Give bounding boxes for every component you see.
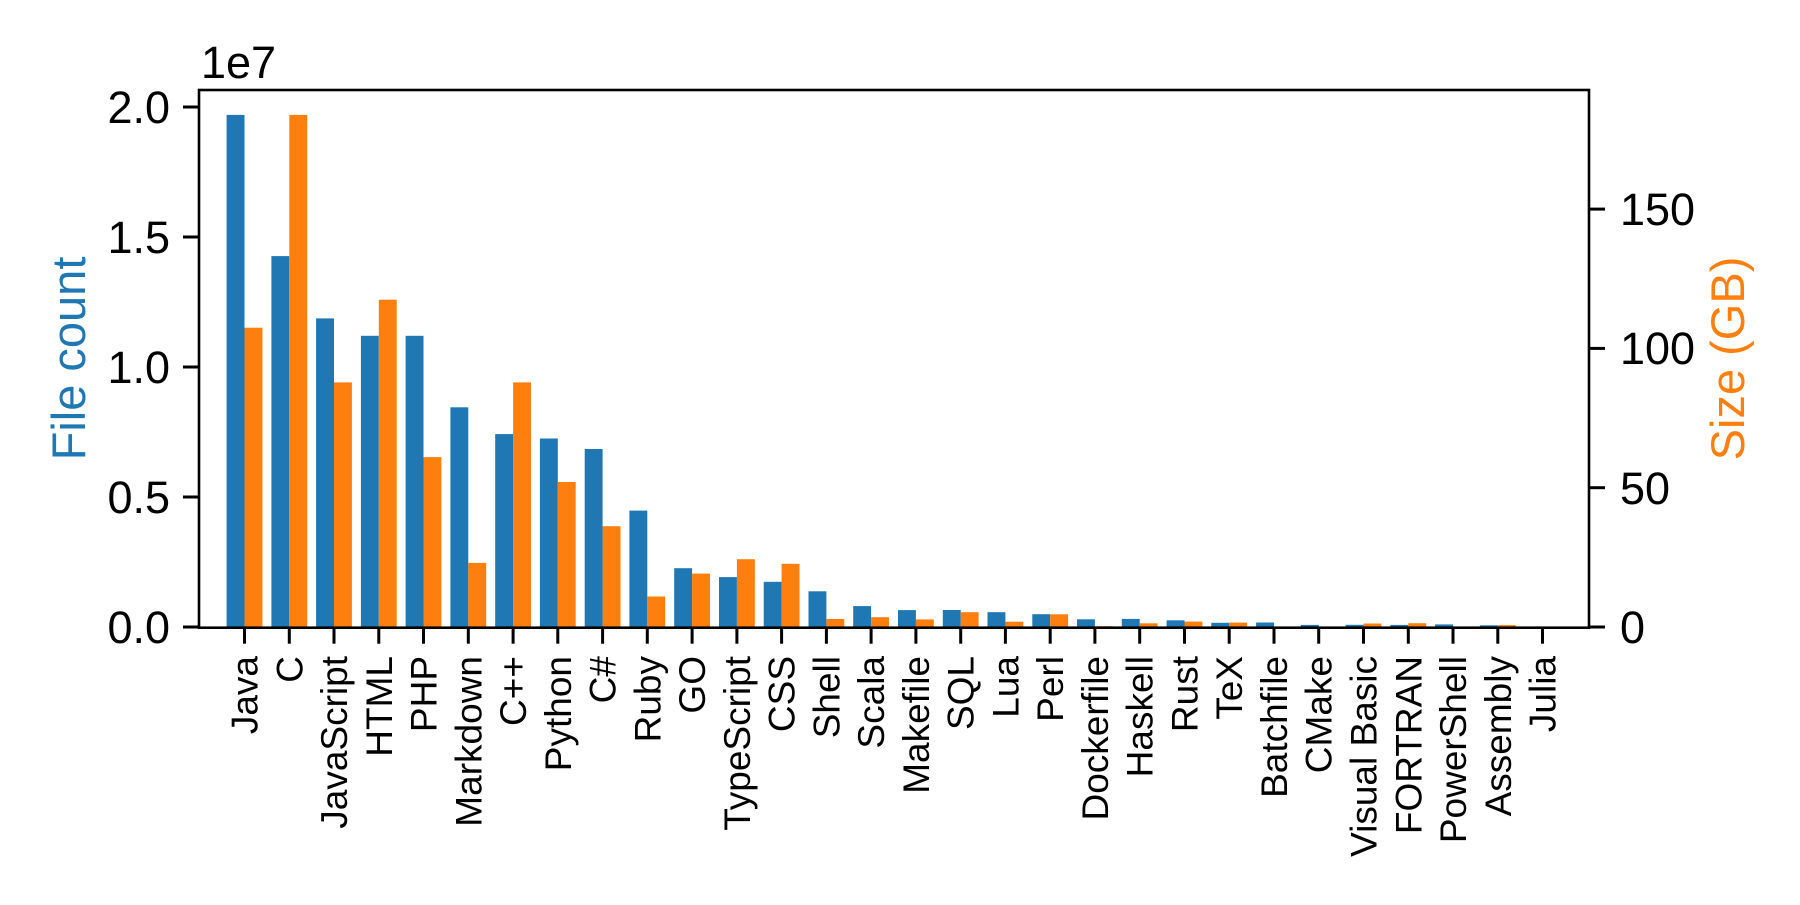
svg-text:Makefile: Makefile (896, 656, 937, 794)
svg-text:Visual Basic: Visual Basic (1344, 656, 1385, 857)
svg-text:GO: GO (672, 656, 713, 714)
svg-text:2.0: 2.0 (107, 82, 170, 133)
svg-text:File count: File count (42, 257, 95, 461)
svg-text:Ruby: Ruby (627, 656, 668, 743)
svg-text:CSS: CSS (762, 656, 803, 732)
svg-text:Haskell: Haskell (1120, 656, 1161, 777)
svg-text:PowerShell: PowerShell (1433, 656, 1474, 843)
svg-text:TypeScript: TypeScript (717, 655, 758, 831)
svg-text:CMake: CMake (1299, 656, 1340, 773)
svg-text:100: 100 (1620, 323, 1695, 374)
svg-text:Perl: Perl (1030, 656, 1071, 722)
svg-text:C++: C++ (493, 656, 534, 726)
svg-text:50: 50 (1620, 463, 1670, 514)
svg-text:PHP: PHP (404, 656, 445, 732)
svg-text:Python: Python (538, 656, 579, 771)
svg-text:SQL: SQL (941, 656, 982, 730)
svg-text:JavaScript: JavaScript (314, 655, 355, 828)
svg-text:Assembly: Assembly (1478, 656, 1519, 817)
svg-text:C: C (269, 656, 310, 683)
svg-text:Size (GB): Size (GB) (1701, 257, 1754, 461)
svg-text:FORTRAN: FORTRAN (1388, 656, 1429, 834)
svg-text:Java: Java (225, 656, 266, 735)
svg-text:HTML: HTML (359, 656, 400, 757)
svg-text:1.0: 1.0 (107, 342, 170, 393)
svg-text:0.0: 0.0 (107, 602, 170, 653)
svg-text:0.5: 0.5 (107, 472, 170, 523)
svg-text:1.5: 1.5 (107, 212, 170, 263)
svg-text:0: 0 (1620, 602, 1645, 653)
svg-text:Dockerfile: Dockerfile (1075, 656, 1116, 821)
svg-text:Markdown: Markdown (448, 656, 489, 827)
svg-text:Batchfile: Batchfile (1254, 656, 1295, 798)
svg-text:Julia: Julia (1523, 656, 1564, 733)
svg-text:TeX: TeX (1209, 656, 1250, 720)
svg-text:Lua: Lua (985, 656, 1026, 718)
svg-text:Rust: Rust (1165, 655, 1206, 732)
svg-text:150: 150 (1620, 184, 1695, 235)
svg-text:Shell: Shell (806, 656, 847, 738)
svg-text:C#: C# (583, 656, 624, 704)
svg-text:Scala: Scala (851, 656, 892, 749)
svg-text:1e7: 1e7 (201, 37, 276, 88)
